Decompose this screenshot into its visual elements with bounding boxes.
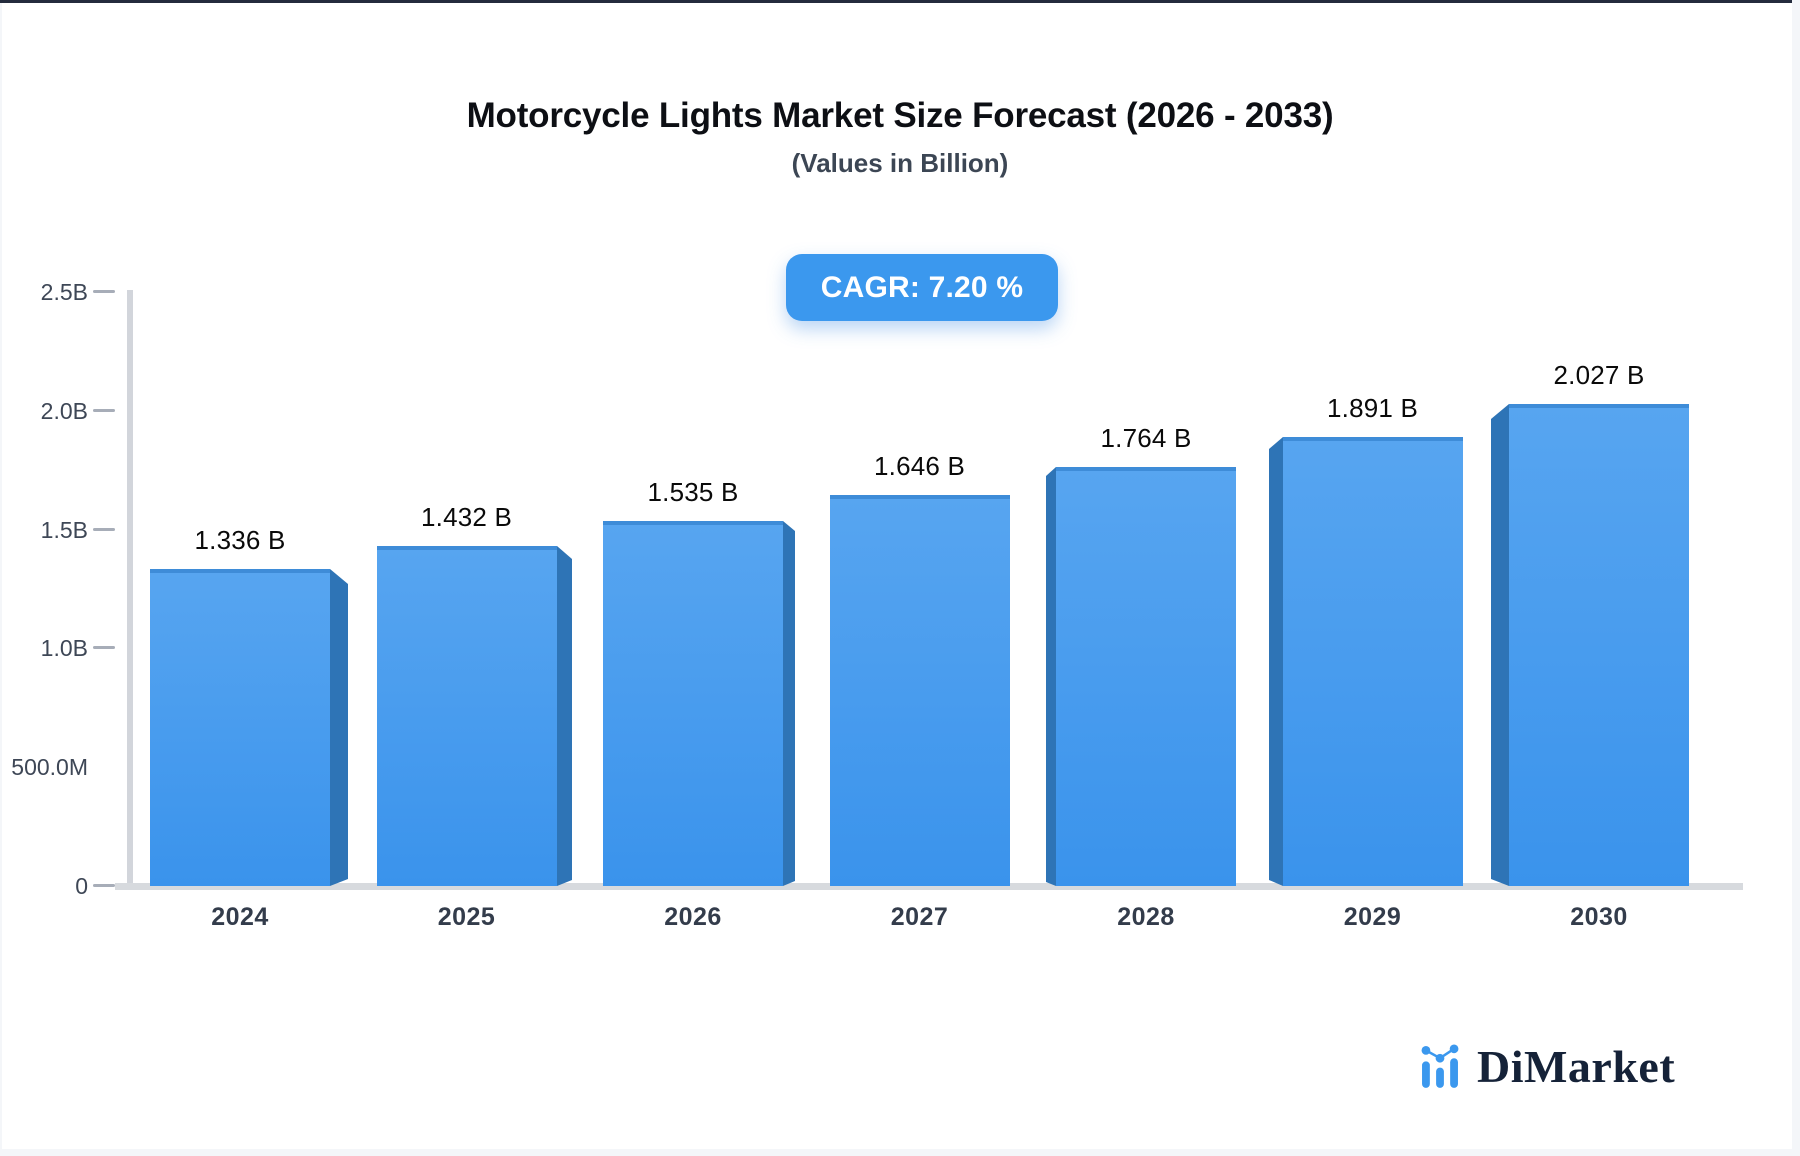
- bar-3d-side-2029: [1269, 437, 1283, 886]
- bar-value-label-2026: 1.535 B: [647, 477, 739, 507]
- y-axis-tick-label: 500.0M: [11, 754, 88, 781]
- bar-value-label-2027: 1.646 B: [873, 451, 966, 481]
- bar-2025[interactable]: [377, 546, 557, 886]
- x-axis-label-2028: 2028: [1117, 903, 1175, 931]
- x-axis-baseline: [115, 883, 1743, 890]
- bar-2030[interactable]: [1509, 404, 1689, 886]
- bar-2029[interactable]: [1283, 437, 1463, 886]
- x-axis-label-2029: 2029: [1343, 903, 1402, 931]
- chart-subtitle: (Values in Billion): [791, 148, 1009, 178]
- y-axis-tick-mark: [93, 527, 115, 531]
- x-axis-label-2026: 2026: [664, 903, 722, 931]
- brand-name: DiMarket: [1477, 1040, 1676, 1092]
- window-top-edge: [0, 0, 1792, 3]
- y-axis-tick-mark: [93, 290, 115, 293]
- bar-3d-side-2025: [557, 546, 572, 886]
- bar-3d-side-2028: [1046, 467, 1056, 886]
- y-axis-tick-label: 1.5B: [40, 516, 88, 543]
- bar-value-label-2024: 1.336 B: [194, 525, 286, 555]
- bar-2027[interactable]: [830, 495, 1010, 886]
- bar-3d-side-2024: [330, 569, 348, 886]
- bar-value-label-2030: 2.027 B: [1553, 360, 1645, 390]
- y-axis-tick-mark: [93, 884, 115, 887]
- dimarket-bar-chart-icon: [1421, 1044, 1459, 1088]
- bar-2024[interactable]: [150, 569, 330, 886]
- y-axis-tick-label: 2.0B: [40, 397, 88, 424]
- cagr-badge: CAGR: 7.20 %: [786, 254, 1058, 321]
- y-axis-tick-label: 0: [75, 873, 88, 899]
- bar-2028[interactable]: [1056, 467, 1236, 886]
- brand-logo: DiMarket: [1415, 1040, 1675, 1092]
- bar-value-label-2025: 1.432 B: [420, 502, 513, 532]
- y-axis-tick-mark: [93, 646, 115, 650]
- y-axis-tick-label: 2.5B: [40, 279, 88, 305]
- x-axis-label-2027: 2027: [890, 903, 949, 931]
- x-axis-label-2025: 2025: [437, 903, 496, 931]
- bar-3d-side-2030: [1491, 404, 1509, 886]
- bar-2026[interactable]: [603, 521, 783, 886]
- bar-value-label-2029: 1.891 B: [1326, 393, 1419, 423]
- bar-3d-side-2026: [783, 521, 795, 886]
- bar-value-label-2028: 1.764 B: [1100, 423, 1192, 453]
- chart-title: Motorcycle Lights Market Size Forecast (…: [466, 96, 1334, 135]
- y-axis-tick-mark: [93, 408, 115, 412]
- y-axis-tick-label: 1.0B: [40, 635, 88, 662]
- x-axis-label-2030: 2030: [1570, 903, 1628, 931]
- x-axis-label-2024: 2024: [211, 903, 269, 931]
- y-axis-line: [127, 290, 133, 887]
